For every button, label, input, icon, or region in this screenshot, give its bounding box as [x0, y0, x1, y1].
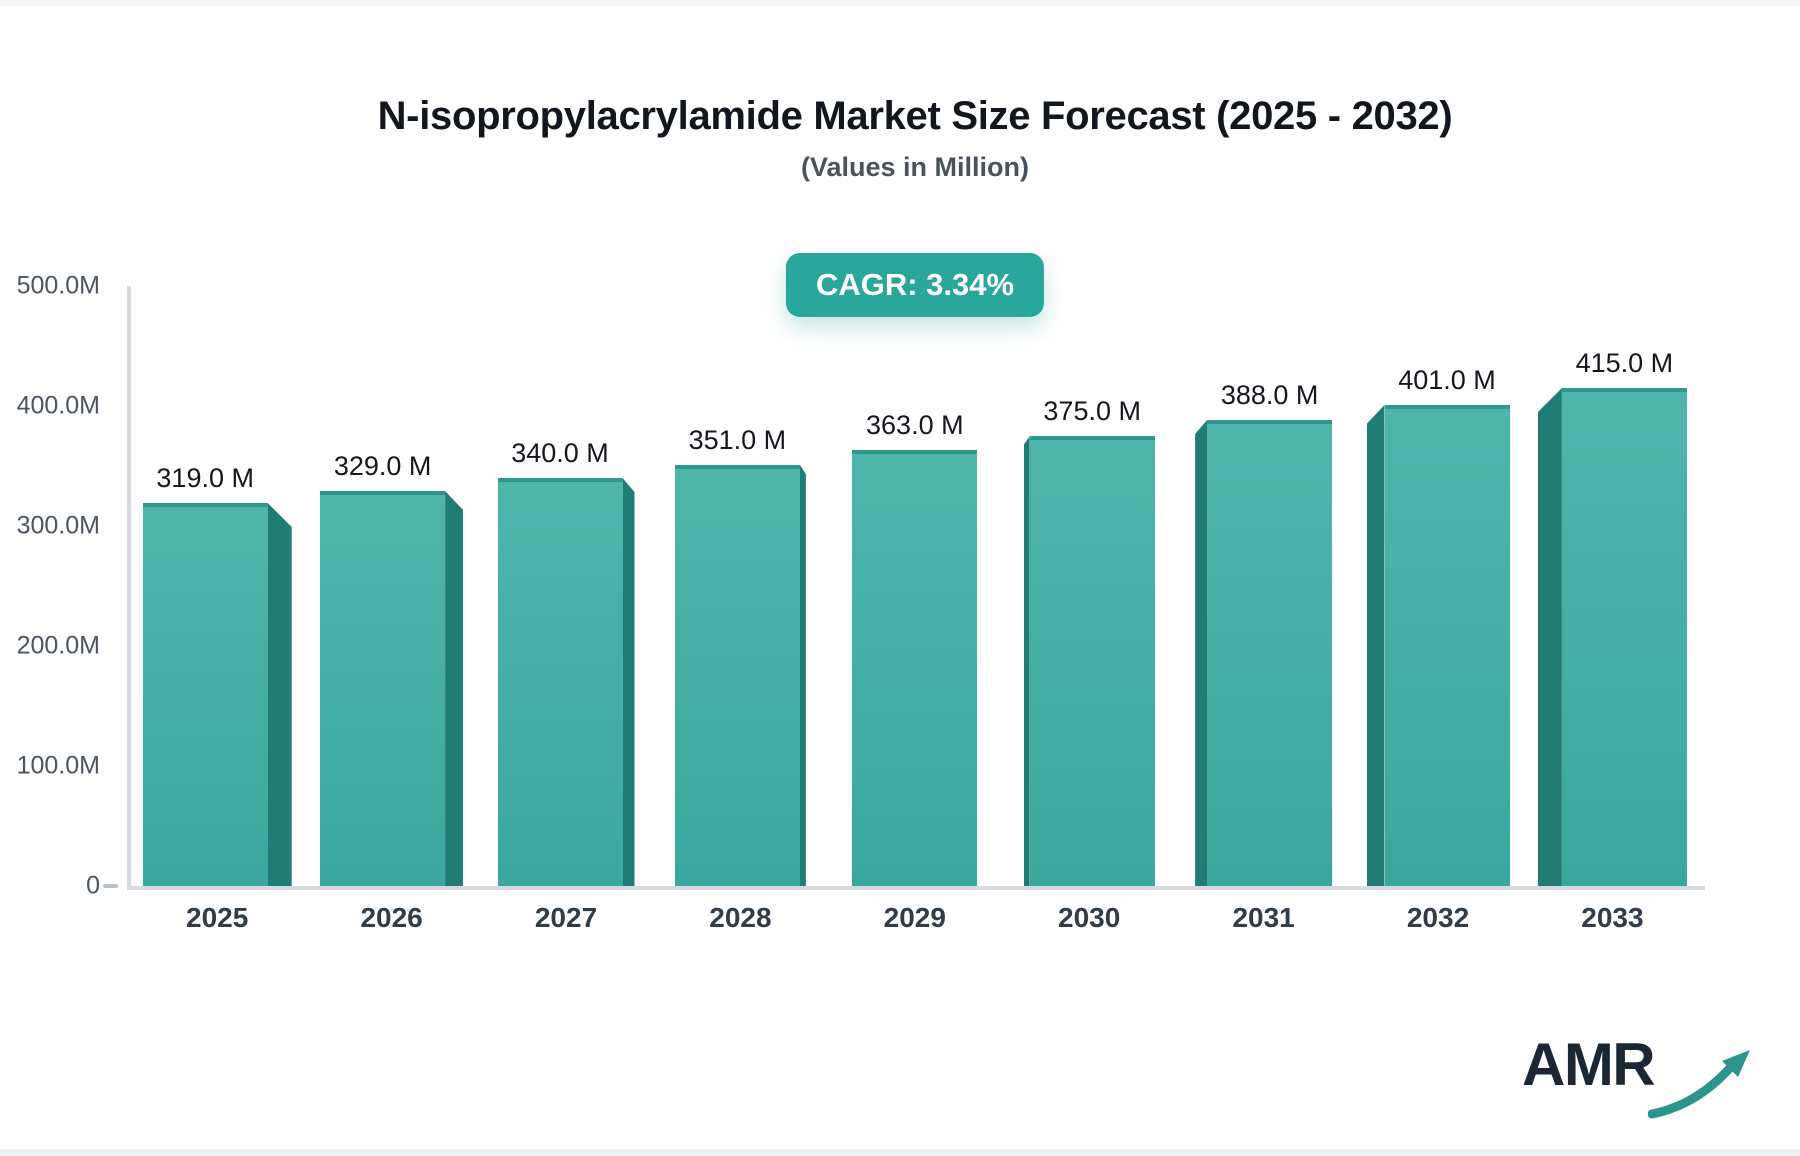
- amr-logo: AMR: [1522, 1030, 1750, 1122]
- y-axis-label-200: 200.0M: [16, 631, 100, 660]
- y-axis-zero-tick: [103, 884, 118, 888]
- bar-face-2030: [1029, 436, 1155, 886]
- bar-value-label-2025: 319.0 M: [156, 463, 254, 493]
- x-axis-label-2027: 2027: [534, 902, 598, 933]
- top-edge-strip: [0, 0, 1800, 6]
- bar-side-face-2032: [1366, 405, 1385, 886]
- bar-face-2031: [1207, 420, 1333, 886]
- chart-subtitle: (Values in Million): [800, 152, 1030, 182]
- amr-logo-text: AMR: [1522, 1031, 1656, 1098]
- y-axis-label-300: 300.0M: [16, 511, 100, 540]
- bar-face-2032: [1384, 405, 1510, 886]
- growth-arrow-icon: [1648, 1050, 1750, 1119]
- y-axis-line: [127, 286, 131, 890]
- bar-face-2027: [497, 478, 623, 886]
- bottom-edge-strip: [0, 1149, 1800, 1156]
- x-axis-label-2032: 2032: [1406, 902, 1470, 933]
- bar-face-2029: [852, 450, 978, 886]
- bar-side-face-2026: [445, 491, 464, 886]
- x-axis-label-2033: 2033: [1581, 902, 1644, 933]
- bar-face-2028: [674, 465, 800, 886]
- x-axis-label-2026: 2026: [360, 902, 423, 933]
- bar-value-label-2028: 351.0 M: [688, 425, 787, 455]
- cagr-badge: CAGR: 3.34%: [785, 253, 1045, 317]
- bar-side-face-2033: [1537, 388, 1562, 886]
- bar-side-face-2027: [622, 478, 635, 886]
- bar-side-face-2028: [799, 465, 806, 886]
- bar-value-label-2031: 388.0 M: [1220, 380, 1319, 410]
- bar-value-label-2026: 329.0 M: [333, 451, 432, 481]
- bar-face-2033: [1561, 388, 1687, 886]
- bar-face-2026: [320, 491, 446, 886]
- bar-value-label-2029: 363.0 M: [866, 410, 964, 440]
- bar-value-label-2032: 401.0 M: [1398, 365, 1496, 395]
- x-axis-label-2028: 2028: [709, 902, 772, 933]
- y-axis-label-100: 100.0M: [16, 751, 100, 780]
- bar-side-face-2030: [1023, 436, 1030, 886]
- bar-value-label-2030: 375.0 M: [1043, 396, 1141, 426]
- x-axis-baseline: [127, 886, 1705, 890]
- x-axis-label-2031: 2031: [1232, 902, 1295, 933]
- chart-title: N-isopropylacrylamide Market Size Foreca…: [377, 94, 1453, 138]
- bar-side-face-2031: [1195, 420, 1208, 886]
- bar-side-face-2025: [267, 503, 292, 886]
- y-axis-label-500: 500.0M: [16, 271, 100, 300]
- bar-value-label-2033: 415.0 M: [1575, 348, 1674, 378]
- bar-value-label-2027: 340.0 M: [511, 438, 609, 468]
- y-axis-label-0: 0: [86, 871, 100, 900]
- bar-face-2025: [142, 503, 268, 886]
- x-axis-label-2025: 2025: [186, 902, 249, 933]
- y-axis-label-400: 400.0M: [16, 391, 100, 420]
- x-axis-label-2030: 2030: [1058, 902, 1121, 933]
- x-axis-label-2029: 2029: [883, 902, 946, 933]
